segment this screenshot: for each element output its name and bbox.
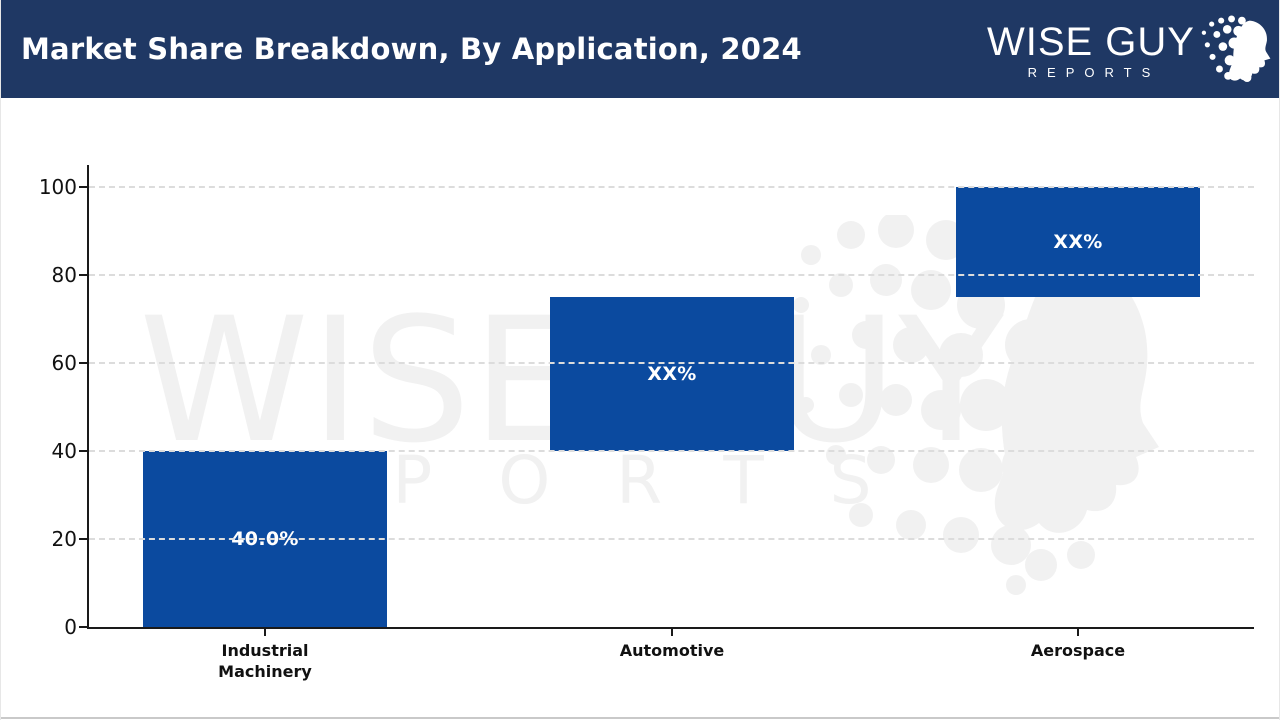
category-label-line: Industrial [221,641,309,660]
x-tick-industrial-machinery [264,629,266,636]
bar-automotive: XX% [550,297,794,451]
category-label-line: Aerospace [1030,641,1126,660]
logo-text: WISE GUY REPORTS [987,21,1195,80]
header-bar: Market Share Breakdown, By Application, … [1,0,1279,98]
bar-aerospace: XX% [956,187,1200,297]
x-tick-aerospace [1077,629,1079,636]
gridline-y-20 [89,538,1254,540]
x-axis-line [87,627,1254,629]
y-tick-label-20: 20 [51,527,77,551]
logo-head-icon [1201,15,1271,82]
y-tick-label-0: 0 [64,615,77,639]
bar-value-label-automotive: XX% [647,363,697,385]
y-axis-line [87,165,89,629]
logo-subtext: REPORTS [1027,64,1161,80]
gridline-y-80 [89,274,1254,276]
y-tick-0 [79,626,87,628]
gridline-y-40 [89,450,1254,452]
category-label-line: Automotive [619,641,725,660]
x-tick-label-aerospace: Aerospace [978,640,1178,661]
x-tick-label-automotive: Automotive [572,640,772,661]
y-tick-label-60: 60 [51,351,77,375]
x-tick-automotive [671,629,673,636]
wise-guy-reports-logo: WISE GUY REPORTS [987,6,1273,94]
logo-wordmark: WISE GUY [986,19,1195,64]
category-label-line: Machinery [218,662,312,681]
y-tick-40 [79,450,87,452]
y-tick-label-100: 100 [38,175,77,199]
chart-title: Market Share Breakdown, By Application, … [21,32,802,66]
watermark-head-dots-graphic [793,215,1159,595]
gridline-y-100 [89,186,1254,188]
y-tick-20 [79,538,87,540]
y-tick-60 [79,362,87,364]
x-tick-label-industrial-machinery: Industrial Machinery [165,640,365,682]
bar-value-label-aerospace: XX% [1053,231,1103,253]
y-tick-label-40: 40 [51,439,77,463]
bottom-border-line [1,717,1279,719]
y-tick-100 [79,186,87,188]
y-tick-80 [79,274,87,276]
y-tick-label-80: 80 [51,263,77,287]
gridline-y-60 [89,362,1254,364]
